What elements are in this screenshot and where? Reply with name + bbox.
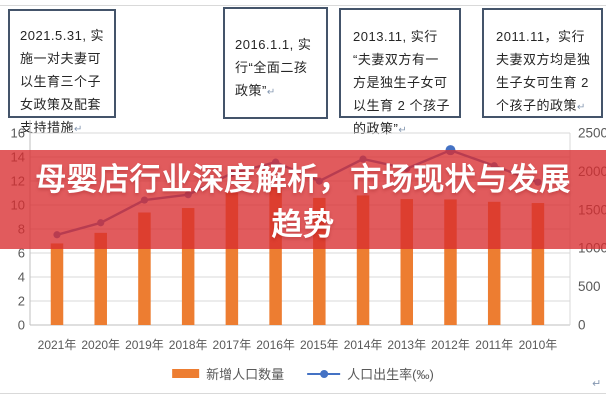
policy-box-2021: 2021.5.31, 实施一对夫妻可以生育三个子女政策及配套支持措施↵ xyxy=(8,9,116,135)
chart-legend: 新增人口数量 人口出生率(‰) xyxy=(172,364,434,383)
x-axis-category-label: 2021年 xyxy=(38,338,77,352)
left-axis-tick-label: 16 xyxy=(11,126,25,141)
left-axis-tick-label: 0 xyxy=(18,318,25,333)
legend-line-swatch xyxy=(307,369,341,378)
policy-box-2011: 2011.11，实行夫妻双方均是独生子女可生育 2 个孩子的政策↵ xyxy=(482,8,603,118)
right-axis-tick-label: 0 xyxy=(578,318,586,333)
x-axis-category-label: 2012年 xyxy=(431,338,470,352)
x-axis-category-label: 2020年 xyxy=(81,338,120,352)
x-axis-category-label: 2019年 xyxy=(125,338,164,352)
policy-box-2013: 2013.11, 实行“夫妻双方有一方是独生子女可以生育 2 个孩子的政策”↵ xyxy=(339,8,461,136)
new-population-bar xyxy=(94,232,107,325)
legend-dot-icon xyxy=(320,370,329,378)
legend-line-label: 人口出生率(‰) xyxy=(347,367,434,382)
x-axis-category-label: 2017年 xyxy=(213,338,252,352)
overlay-title-line1: 母婴店行业深度解析，市场现状与发展 xyxy=(35,162,571,197)
return-mark-icon: ↵ xyxy=(266,87,276,98)
overlay-title-line2: 趋势 xyxy=(271,207,335,242)
left-axis-tick-label: 6 xyxy=(18,246,25,261)
overlay-title-banner: 母婴店行业深度解析，市场现状与发展 趋势 xyxy=(0,150,606,249)
return-mark-icon: ↵ xyxy=(398,125,408,136)
policy-box-2016: 2016.1.1, 实行“全面二孩政策”↵ xyxy=(223,7,328,119)
left-axis-tick-label: 2 xyxy=(18,294,25,309)
return-mark-icon: ↵ xyxy=(577,102,586,113)
x-axis-category-label: 2018年 xyxy=(169,338,208,352)
timeline-line xyxy=(0,5,606,6)
page-bottom-border xyxy=(0,393,606,394)
left-axis-tick-label: 4 xyxy=(18,270,25,285)
return-mark-icon: ↵ xyxy=(74,124,83,135)
x-axis-category-label: 2015年 xyxy=(300,338,339,352)
new-population-bar xyxy=(50,243,64,325)
right-axis-tick-label: 500 xyxy=(578,279,601,294)
policy-box-2013-text: 2013.11, 实行“夫妻双方有一方是独生子女可以生育 2 个孩子的政策” xyxy=(353,29,450,136)
policy-box-2021-text: 2021.5.31, 实施一对夫妻可以生育三个子女政策及配套支持措施 xyxy=(20,28,105,135)
x-axis-category-label: 2014年 xyxy=(344,338,383,352)
x-axis-category-label: 2016年 xyxy=(256,338,295,352)
right-axis-tick-label: 2500 xyxy=(578,126,606,141)
legend-bar-swatch xyxy=(172,369,200,378)
policy-box-2011-text: 2011.11，实行夫妻双方均是独生子女可生育 2 个孩子的政策 xyxy=(496,29,591,113)
x-axis-category-label: 2010年 xyxy=(519,338,558,352)
return-mark-icon: ↵ xyxy=(592,378,602,390)
x-axis-category-label: 2011年 xyxy=(475,338,513,352)
x-axis-category-label: 2013年 xyxy=(387,338,426,352)
policy-box-2016-text: 2016.1.1, 实行“全面二孩政策” xyxy=(235,37,312,98)
legend-bar-label: 新增人口数量 xyxy=(206,367,285,382)
